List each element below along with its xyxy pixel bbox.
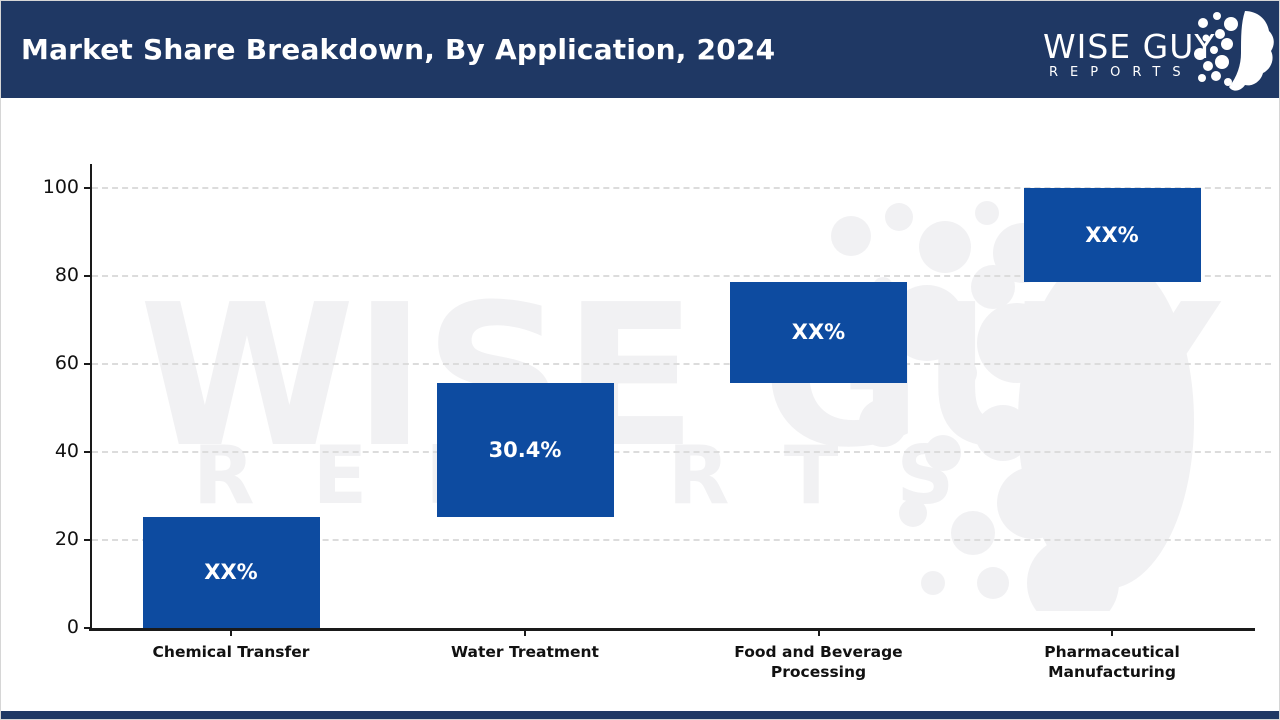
x-category-label: Water Treatment (405, 642, 645, 662)
x-tick (817, 629, 820, 636)
y-tick (84, 539, 91, 541)
x-category-label-line: Manufacturing (1048, 663, 1176, 681)
bar: 30.4% (436, 382, 614, 517)
y-tick-label: 0 (66, 616, 79, 638)
bar-value-label: XX% (791, 320, 846, 345)
x-tick (524, 629, 526, 636)
footer-bar (1, 711, 1279, 719)
gridline (92, 539, 1271, 541)
x-category-label-line: Food and Beverage (734, 643, 903, 661)
y-axis-line (90, 164, 92, 630)
y-tick (84, 451, 91, 453)
page-title: Market Share Breakdown, By Application, … (21, 33, 776, 66)
watermark-wordmark: WISE GUY (139, 263, 1219, 491)
bar-value-label: 30.4% (488, 437, 562, 462)
gridline (92, 451, 1271, 453)
header-bar: Market Share Breakdown, By Application, … (1, 1, 1279, 98)
bar: XX% (1023, 188, 1201, 282)
y-tick (84, 275, 91, 277)
y-tick (84, 363, 91, 365)
x-category-label: Pharmaceutical Manufacturing (992, 642, 1232, 682)
brand-logo: WISE GUY REPORTS (1021, 1, 1274, 98)
y-tick-label: 40 (54, 440, 79, 462)
logo-head-icon (1194, 11, 1274, 91)
gridline (92, 275, 1271, 277)
x-axis-line (89, 628, 1255, 631)
gridline (92, 363, 1271, 365)
bar-value-label: XX% (1085, 222, 1139, 247)
logo-subtitle: REPORTS (1049, 65, 1193, 80)
y-tick (84, 187, 91, 189)
gridline (92, 187, 1271, 189)
x-category-label: Food and Beverage Processing (699, 642, 939, 682)
x-category-label-line: Chemical Transfer (152, 643, 310, 661)
x-category-label: Chemical Transfer (111, 642, 351, 662)
y-tick-label: 100 (42, 176, 79, 198)
y-tick (84, 627, 91, 629)
y-tick-label: 80 (54, 264, 79, 286)
bar: XX% (142, 516, 320, 628)
x-category-label-line: Water Treatment (451, 643, 599, 661)
x-tick (230, 629, 232, 636)
y-tick-label: 60 (54, 352, 79, 374)
x-category-label-line: Processing (770, 663, 867, 681)
x-tick (1111, 629, 1113, 636)
bar: XX% (730, 281, 907, 383)
y-tick-label: 20 (54, 528, 79, 550)
bar-value-label: XX% (204, 560, 258, 585)
logo-wordmark: WISE GUY (1043, 27, 1216, 66)
x-category-label-line: Pharmaceutical (1044, 643, 1180, 661)
